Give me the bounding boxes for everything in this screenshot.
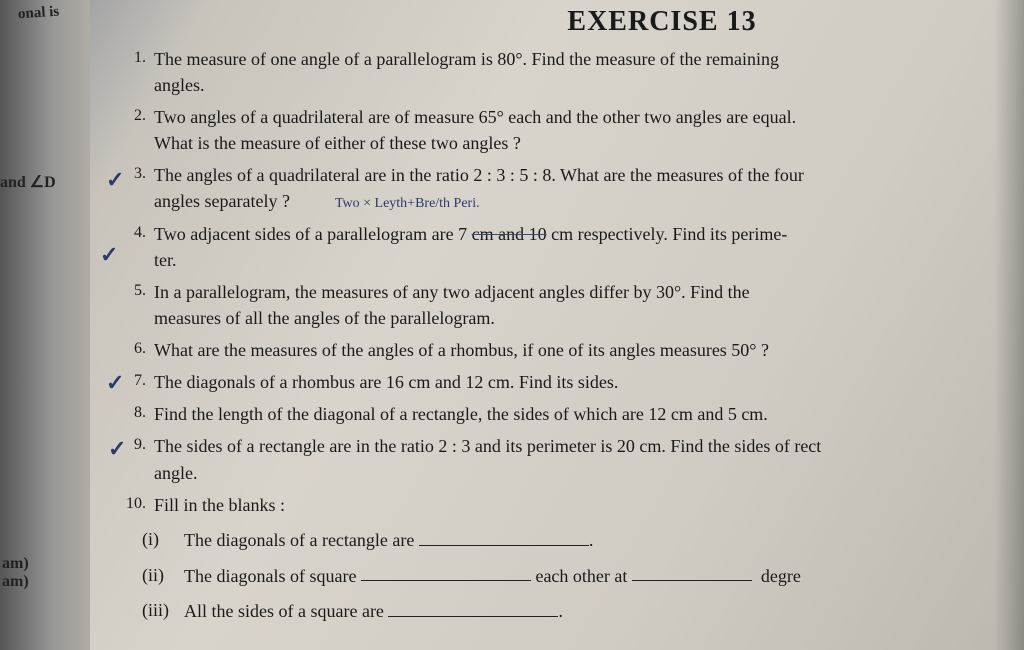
question-text: Two angles of a quadrilateral are of mea… <box>154 104 1012 156</box>
sub-number: (iii) <box>142 597 184 625</box>
question-text: The measure of one angle of a parallelog… <box>154 46 1012 98</box>
sub-number: (i) <box>142 526 184 554</box>
question-8: 8. Find the length of the diagonal of a … <box>112 401 1012 427</box>
blank-line <box>388 597 558 617</box>
sub-number: (ii) <box>142 562 184 590</box>
question-number: 6. <box>112 337 154 363</box>
blank-line <box>419 526 589 546</box>
question-4: ✓ 4. Two adjacent sides of a parallelogr… <box>112 221 1012 273</box>
prev-page-fragment-top: onal is <box>17 4 59 24</box>
sub-text: The diagonals of a rectangle are . <box>184 526 1012 554</box>
blank-line <box>632 562 752 582</box>
question-number: 10. <box>112 492 154 518</box>
question-6: 6. What are the measures of the angles o… <box>112 337 1012 363</box>
prev-page-fragment-mid: and ∠D <box>0 172 56 192</box>
question-7: ✓ 7. The diagonals of a rhombus are 16 c… <box>112 369 1012 395</box>
question-3: ✓ 3. The angles of a quadrilateral are i… <box>112 162 1012 214</box>
pen-tick-icon: ✓ <box>106 367 124 399</box>
book-spine-shadow <box>0 0 90 650</box>
question-5: 5. In a parallelogram, the measures of a… <box>112 279 1012 331</box>
struck-text: cm and 10 <box>472 224 547 244</box>
pen-tick-icon: ✓ <box>106 164 124 196</box>
question-number: 2. <box>112 104 154 156</box>
question-number: 1. <box>112 46 154 98</box>
exercise-title: EXERCISE 13 <box>112 6 1012 38</box>
question-text: What are the measures of the angles of a… <box>154 337 1012 363</box>
fill-blank-iii: (iii) All the sides of a square are . <box>142 597 1012 625</box>
fill-blank-i: (i) The diagonals of a rectangle are . <box>142 526 1012 554</box>
prev-page-fragment-bottom: am) am) <box>2 555 29 591</box>
question-text: The diagonals of a rhombus are 16 cm and… <box>154 369 1012 395</box>
question-10: 10. Fill in the blanks : <box>112 492 1012 518</box>
textbook-page: onal is and ∠D am) am) EXERCISE 13 1. Th… <box>0 0 1024 650</box>
fill-blank-ii: (ii) The diagonals of square each other … <box>142 562 1012 590</box>
blank-line <box>361 562 531 582</box>
question-text: Fill in the blanks : <box>154 492 1012 518</box>
question-text: Two adjacent sides of a parallelogram ar… <box>154 221 1012 273</box>
question-number: 8. <box>112 401 154 427</box>
page-content: EXERCISE 13 1. The measure of one angle … <box>100 0 1024 627</box>
question-9: ✓ 9. The sides of a rectangle are in the… <box>112 433 1012 485</box>
page-curl-shadow <box>994 0 1024 650</box>
sub-text: All the sides of a square are . <box>184 597 1012 625</box>
question-text: Find the length of the diagonal of a rec… <box>154 401 1012 427</box>
sub-text: The diagonals of square each other at de… <box>184 562 1012 590</box>
pen-tick-icon: ✓ <box>108 433 126 465</box>
question-2: 2. Two angles of a quadrilateral are of … <box>112 104 1012 156</box>
pen-tick-icon: ✓ <box>100 239 118 271</box>
question-text: The sides of a rectangle are in the rati… <box>154 433 1012 485</box>
question-text: In a parallelogram, the measures of any … <box>154 279 1012 331</box>
question-number: 5. <box>112 279 154 331</box>
question-text: The angles of a quadrilateral are in the… <box>154 162 1012 214</box>
question-1: 1. The measure of one angle of a paralle… <box>112 46 1012 98</box>
handwritten-note: Two × Leyth+Bre/th Peri. <box>335 196 480 211</box>
